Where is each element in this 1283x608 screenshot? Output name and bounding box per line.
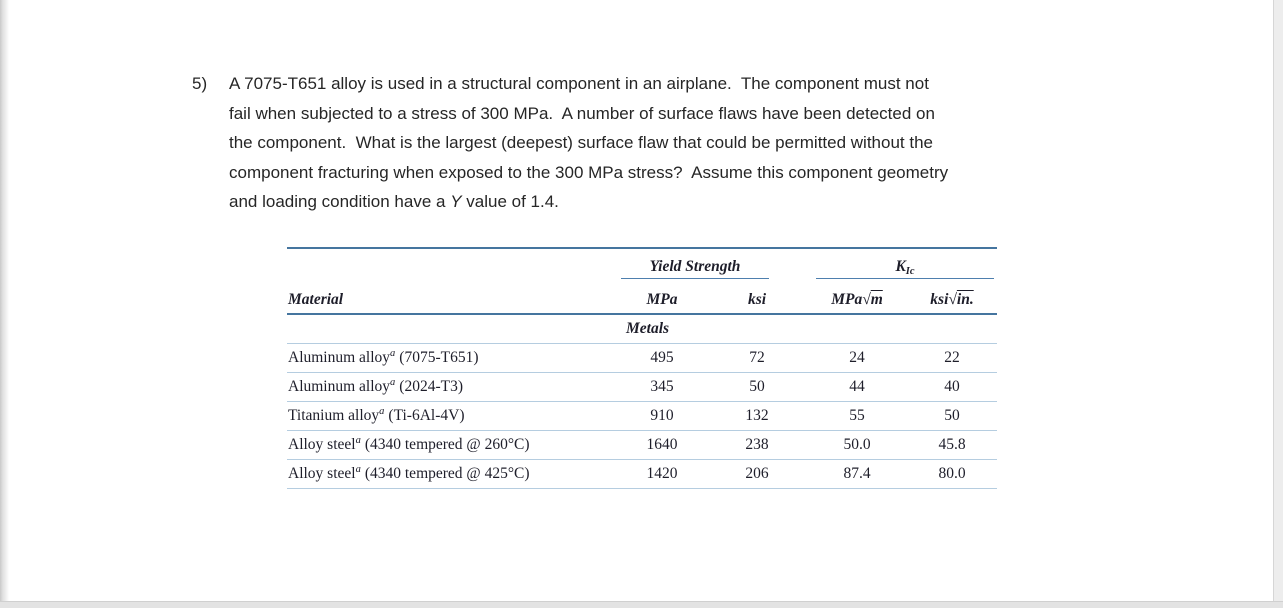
- footnote-marker: a: [355, 435, 361, 447]
- material-name: Titanium alloy: [288, 407, 380, 425]
- kic-subscript: Ic: [905, 265, 915, 277]
- material-spec: (2024-T3): [399, 378, 463, 396]
- yield-mpa-cell: 1420: [617, 459, 707, 490]
- table-section-row: Metals: [287, 313, 997, 345]
- yield-strength-label: Yield Strength: [621, 258, 769, 279]
- kic-group-header: KIc: [807, 248, 997, 279]
- text-segment: component fracturing when exposed to the…: [229, 162, 949, 182]
- yield-mpa-column-header: MPa: [617, 278, 707, 315]
- yield-mpa-cell: 910: [617, 401, 707, 432]
- yield-ksi-cell: 238: [707, 430, 807, 461]
- yield-ksi-cell: 50: [707, 372, 807, 403]
- materials-table: Yield Strength KIc Material MPa ksi MPa√…: [287, 246, 997, 490]
- problem-text-line: and loading condition have a Y value of …: [229, 187, 948, 217]
- problem-text-line: component fracturing when exposed to the…: [229, 158, 948, 188]
- text-segment: fail when subjected to a stress of 300 M…: [229, 103, 935, 123]
- problem-text-line: A 7075-T651 alloy is used in a structura…: [229, 69, 948, 99]
- empty-cell: [287, 313, 617, 345]
- material-name-cell: Alloy steela (4340 tempered @ 425°C): [287, 459, 617, 490]
- material-name-cell: Titanium alloya (Ti-6Al-4V): [287, 401, 617, 432]
- kic-ksi-cell: 80.0: [907, 459, 997, 490]
- radicand: m: [870, 290, 883, 308]
- kic-mpa-cell: 87.4: [807, 459, 907, 490]
- table-row: Aluminum alloya (2024-T3) 345 50 44 40: [287, 372, 997, 403]
- material-name: Alloy steel: [288, 436, 356, 454]
- material-name: Aluminum alloy: [288, 378, 391, 396]
- material-spec: (7075-T651): [399, 349, 479, 367]
- text-segment: the component. What is the largest (deep…: [229, 133, 933, 153]
- radical-sign: √: [862, 290, 871, 308]
- yield-mpa-cell: 495: [617, 343, 707, 374]
- material-name-cell: Alloy steela (4340 tempered @ 260°C): [287, 430, 617, 461]
- kic-mpa-cell: 44: [807, 372, 907, 403]
- yield-ksi-cell: 72: [707, 343, 807, 374]
- kic-ksi-cell: 45.8: [907, 430, 997, 461]
- footnote-marker: a: [379, 406, 385, 418]
- problem-text: A 7075-T651 alloy is used in a structura…: [229, 69, 948, 217]
- kic-mpa-column-header: MPa√m: [807, 278, 907, 315]
- footnote-marker: a: [390, 377, 396, 389]
- table-row: Titanium alloya (Ti-6Al-4V) 910 132 55 50: [287, 401, 997, 432]
- yield-ksi-column-header: ksi: [707, 278, 807, 315]
- kic-ksi-cell: 40: [907, 372, 997, 403]
- footnote-marker: a: [355, 464, 361, 476]
- italic-variable: Y: [450, 192, 462, 212]
- yield-strength-group-header: Yield Strength: [617, 248, 807, 279]
- material-name-cell: Aluminum alloya (7075-T651): [287, 343, 617, 374]
- empty-header-cell: [287, 248, 617, 279]
- yield-mpa-cell: 1640: [617, 430, 707, 461]
- left-edge-gutter: [0, 0, 9, 608]
- yield-ksi-cell: 132: [707, 401, 807, 432]
- bottom-edge-gutter: [0, 601, 1283, 608]
- table-row: Alloy steela (4340 tempered @ 425°C) 1420 2…: [287, 459, 997, 490]
- unit-prefix: ksi: [930, 290, 949, 308]
- right-edge-gutter: [1273, 0, 1283, 608]
- text-segment: value of 1.4.: [461, 192, 559, 212]
- yield-ksi-cell: 206: [707, 459, 807, 490]
- radicand: in.: [956, 290, 974, 308]
- kic-mpa-cell: 24: [807, 343, 907, 374]
- material-spec: (4340 tempered @ 260°C): [364, 436, 530, 454]
- problem-block: 5) A 7075-T651 alloy is used in a struct…: [192, 69, 1283, 217]
- problem-text-line: the component. What is the largest (deep…: [229, 128, 948, 158]
- kic-ksi-cell: 50: [907, 401, 997, 432]
- text-segment: and loading condition have a: [229, 192, 451, 212]
- table-group-header-row: Yield Strength KIc: [287, 248, 997, 279]
- material-name-cell: Aluminum alloya (2024-T3): [287, 372, 617, 403]
- material-name: Aluminum alloy: [288, 349, 391, 367]
- kic-ksi-column-header: ksi√in.: [907, 278, 997, 315]
- metals-section-label: Metals: [617, 313, 997, 345]
- problem-text-line: fail when subjected to a stress of 300 M…: [229, 99, 948, 129]
- material-spec: (4340 tempered @ 425°C): [364, 465, 530, 483]
- kic-symbol: K: [895, 257, 906, 275]
- materials-table-wrap: Yield Strength KIc Material MPa ksi MPa√…: [287, 246, 997, 490]
- footnote-marker: a: [390, 348, 396, 360]
- kic-ksi-cell: 22: [907, 343, 997, 374]
- table-row: Aluminum alloya (7075-T651) 495 72 24 22: [287, 343, 997, 374]
- material-spec: (Ti-6Al-4V): [388, 407, 465, 425]
- material-name: Alloy steel: [288, 465, 356, 483]
- kic-mpa-cell: 55: [807, 401, 907, 432]
- problem-number: 5): [192, 74, 208, 93]
- table-unit-header-row: Material MPa ksi MPa√m ksi√in.: [287, 278, 997, 315]
- kic-mpa-cell: 50.0: [807, 430, 907, 461]
- radical-sign: √: [948, 290, 957, 308]
- text-segment: A 7075-T651 alloy is used in a structura…: [229, 74, 929, 93]
- material-column-header: Material: [287, 278, 617, 315]
- yield-mpa-cell: 345: [617, 372, 707, 403]
- kic-label: KIc: [816, 258, 994, 279]
- unit-prefix: MPa: [831, 290, 863, 308]
- table-row: Alloy steela (4340 tempered @ 260°C) 1640 2…: [287, 430, 997, 461]
